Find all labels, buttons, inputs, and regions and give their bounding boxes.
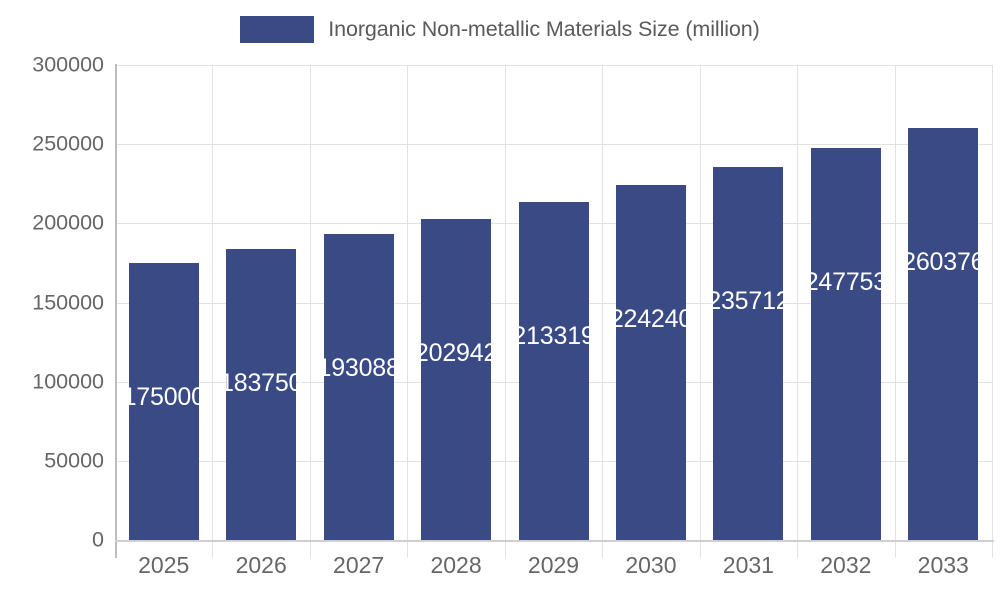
bar[interactable] bbox=[518, 202, 589, 540]
x-axis-tick-label: 2025 bbox=[138, 552, 190, 578]
bar[interactable] bbox=[226, 249, 297, 540]
plot-area: 175000 183750 193088 202942 213319 224240 2357… bbox=[115, 64, 994, 558]
y-axis-tick-label: 250000 bbox=[32, 131, 104, 156]
legend-series-label: Inorganic Non-metallic Materials Size (m… bbox=[328, 16, 760, 41]
y-axis-tick-label: 150000 bbox=[32, 290, 104, 314]
x-axis-line bbox=[115, 540, 994, 542]
gridline-vertical bbox=[309, 65, 311, 558]
bar[interactable] bbox=[615, 184, 686, 540]
y-axis-tick-label: 50000 bbox=[44, 448, 104, 473]
gridline-horizontal bbox=[115, 65, 992, 66]
chart-legend: Inorganic Non-metallic Materials Size (m… bbox=[0, 12, 1000, 46]
x-axis-tick-label: 2027 bbox=[333, 552, 385, 578]
gridline-vertical bbox=[212, 65, 214, 558]
x-axis-tick-label: 2026 bbox=[235, 552, 287, 578]
x-axis-tick-label: 2029 bbox=[527, 552, 580, 578]
y-axis-tick-labels: 0 50000 100000 150000 200000 250000 300000 bbox=[0, 0, 104, 600]
bar[interactable] bbox=[810, 147, 881, 540]
x-axis-tick-labels: 2025 2026 2027 2028 2029 2030 2031 2032 2033 bbox=[115, 552, 992, 592]
gridline-vertical bbox=[602, 65, 604, 558]
gridline-vertical bbox=[992, 65, 993, 558]
bar[interactable] bbox=[128, 262, 199, 540]
gridline-vertical bbox=[699, 65, 701, 558]
bar[interactable] bbox=[713, 166, 784, 540]
gridline-vertical bbox=[504, 65, 506, 558]
bar[interactable] bbox=[323, 234, 394, 540]
bar[interactable] bbox=[421, 218, 492, 540]
gridline-vertical bbox=[894, 65, 896, 558]
legend-color-swatch bbox=[240, 15, 315, 43]
x-axis-tick-label: 2030 bbox=[625, 552, 677, 578]
y-axis-tick-label: 0 bbox=[92, 527, 104, 552]
y-axis-tick-label: 300000 bbox=[32, 52, 104, 77]
bar[interactable] bbox=[908, 127, 979, 540]
gridline-vertical bbox=[797, 65, 799, 558]
plot-inner: 175000 183750 193088 202942 213319 224240 2357… bbox=[115, 64, 994, 558]
x-axis-tick-label: 2028 bbox=[430, 552, 482, 578]
x-axis-tick-label: 2032 bbox=[820, 552, 872, 578]
gridline-horizontal bbox=[115, 144, 992, 146]
y-axis-line bbox=[115, 64, 117, 558]
y-axis-tick-label: 200000 bbox=[32, 210, 104, 235]
gridline-vertical bbox=[407, 65, 409, 558]
y-axis-tick-label: 100000 bbox=[32, 369, 104, 394]
x-axis-tick-label: 2033 bbox=[917, 552, 969, 578]
x-axis-tick-label: 2031 bbox=[722, 552, 774, 578]
